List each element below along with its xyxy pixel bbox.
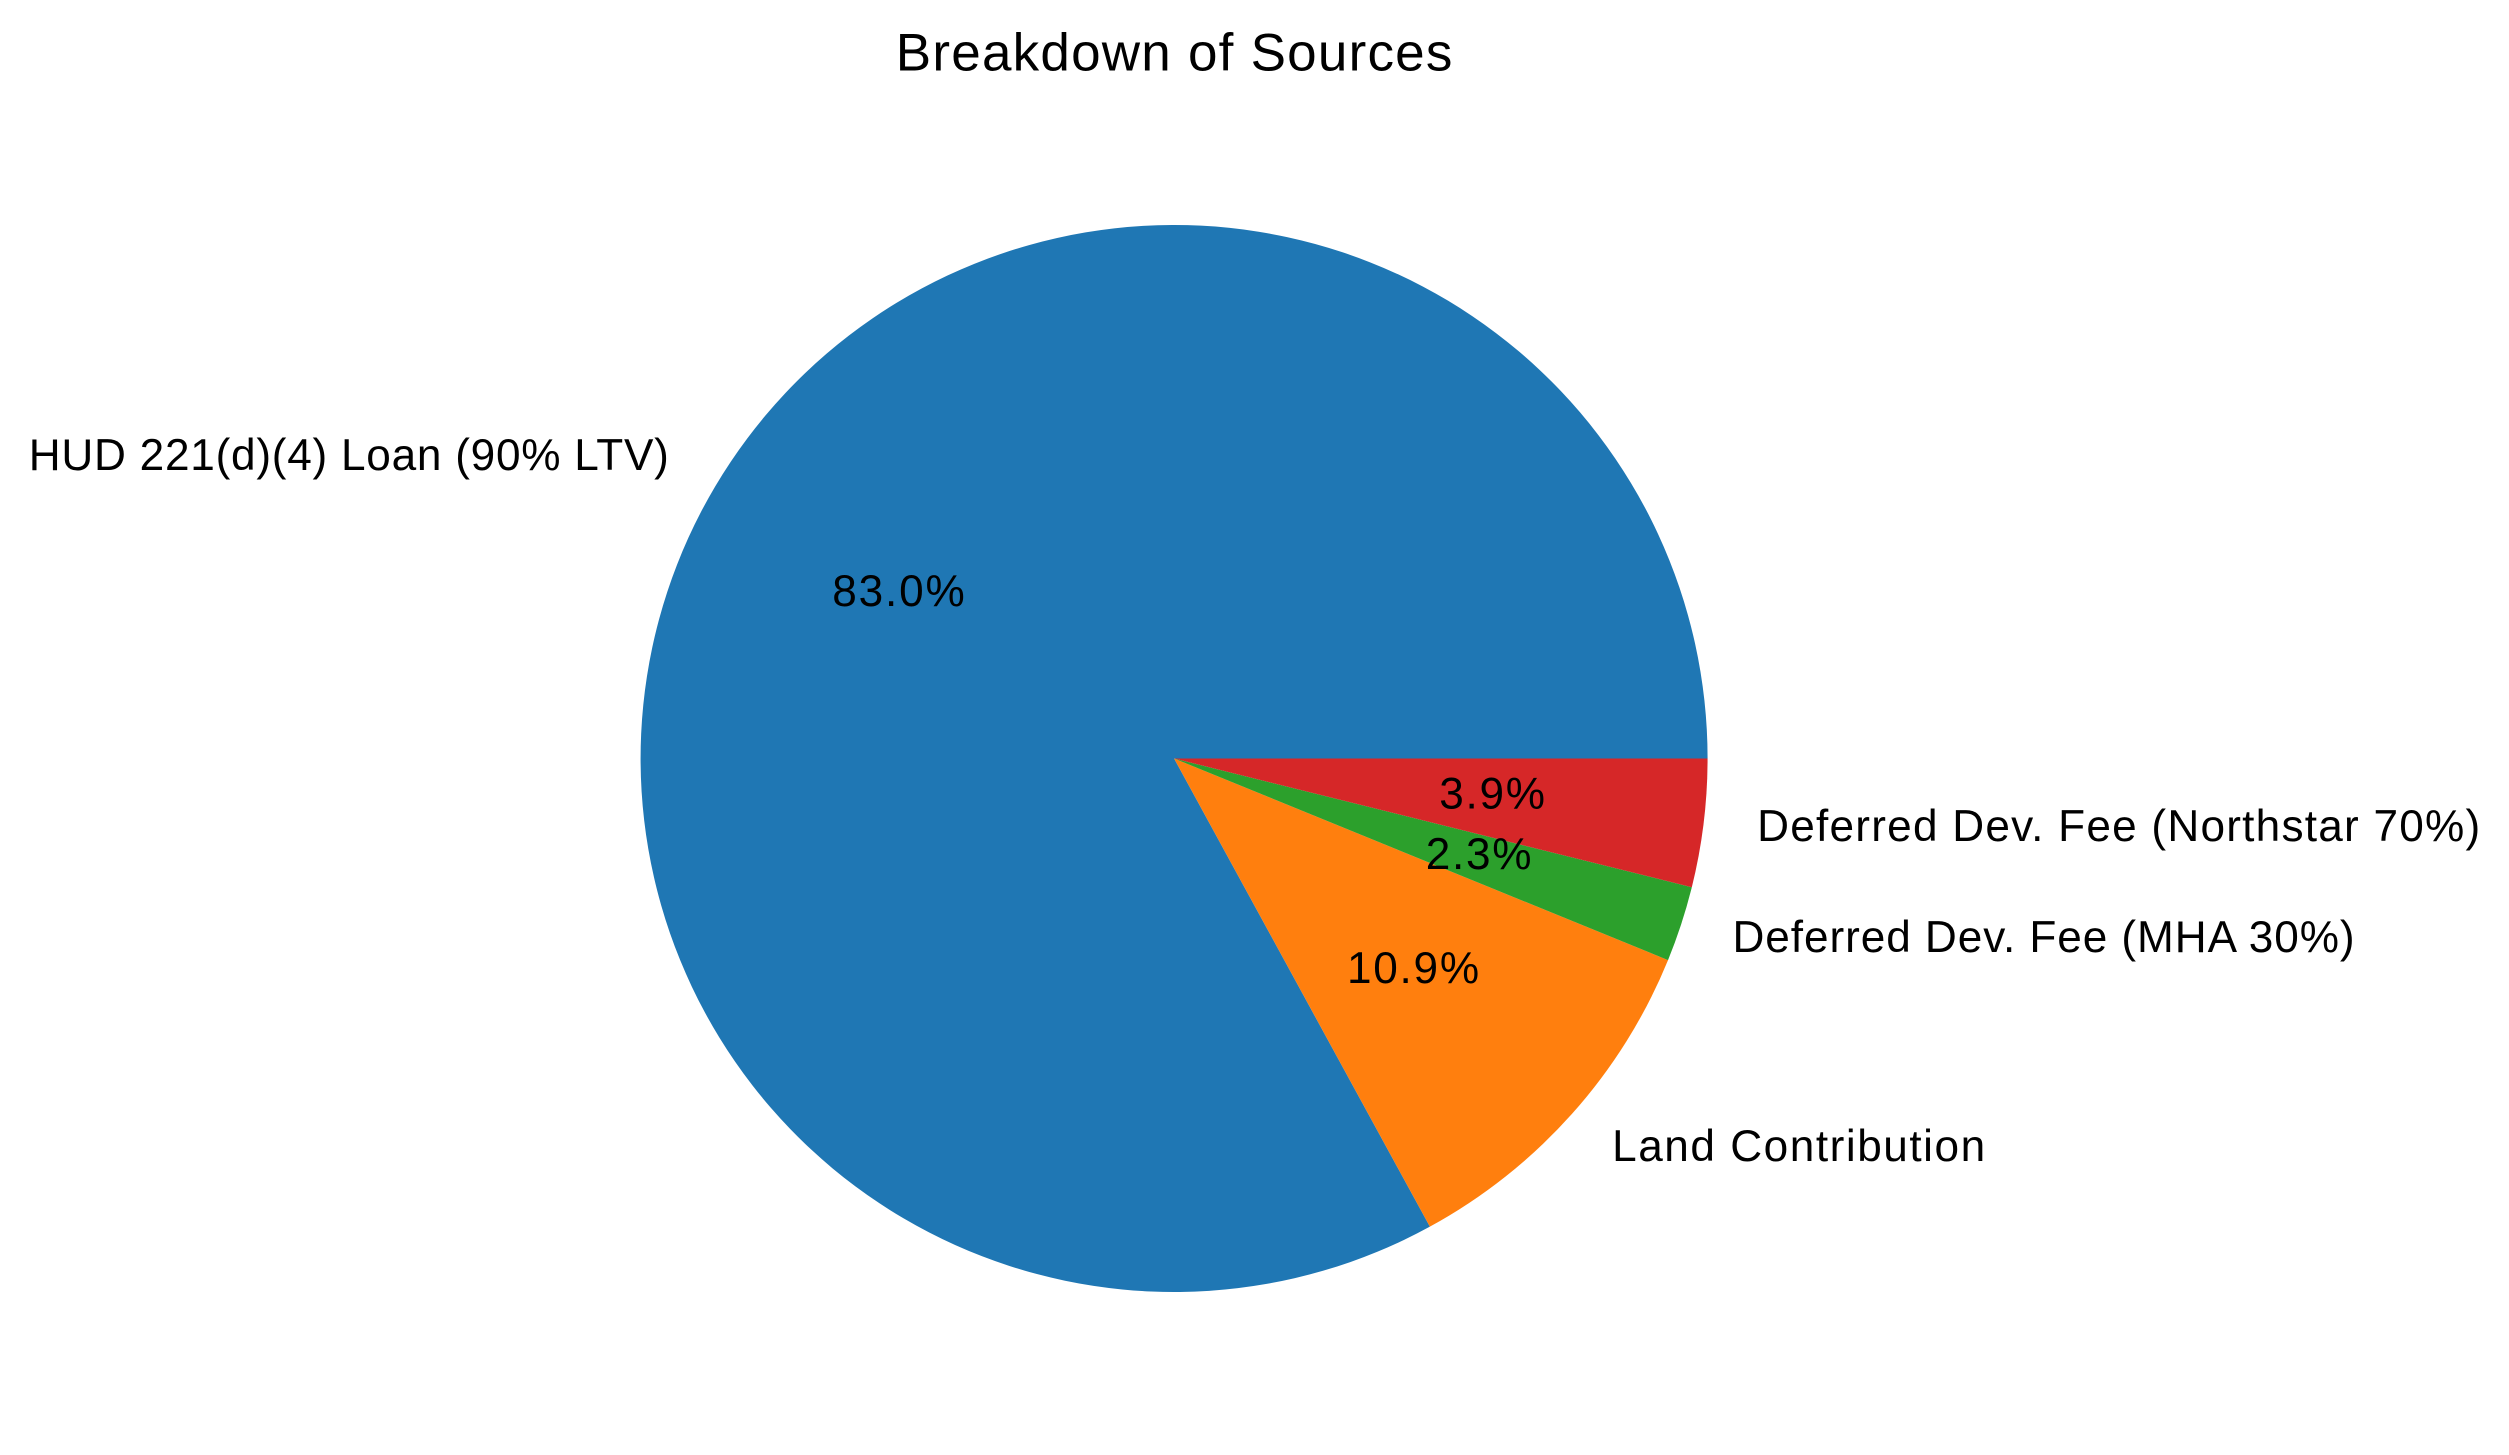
svg-text:3.9%: 3.9% [1439, 770, 1545, 819]
svg-text:Deferred Dev. Fee (MHA 30%): Deferred Dev. Fee (MHA 30%) [1732, 913, 2354, 962]
svg-text:Land Contribution: Land Contribution [1612, 1122, 1985, 1171]
svg-text:83.0%: 83.0% [832, 567, 965, 616]
svg-text:2.3%: 2.3% [1426, 830, 1532, 879]
svg-text:10.9%: 10.9% [1347, 944, 1479, 993]
svg-text:HUD 221(d)(4) Loan (90% LTV): HUD 221(d)(4) Loan (90% LTV) [29, 431, 669, 480]
svg-text:Deferred Dev. Fee (Northstar 7: Deferred Dev. Fee (Northstar 70%) [1757, 802, 2480, 851]
svg-text:Breakdown of Sources: Breakdown of Sources [896, 23, 1453, 82]
